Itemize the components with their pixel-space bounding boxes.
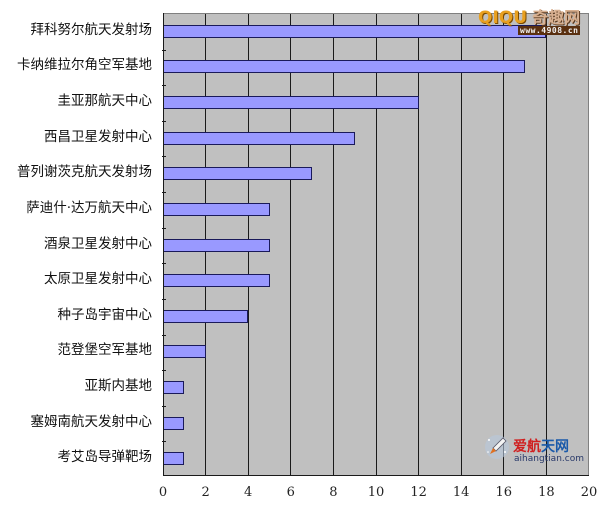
gridline-x-8 — [332, 14, 334, 476]
x-tick-label: 18 — [538, 485, 555, 500]
bar — [163, 274, 270, 288]
y-category-label: 种子岛宇宙中心 — [57, 306, 153, 323]
y-category-label: 拜科努尔航天发射场 — [30, 21, 153, 38]
x-tick-label: 0 — [158, 485, 168, 500]
gridline-x-10 — [375, 14, 377, 476]
x-tick-label: 6 — [286, 485, 295, 500]
gridline-x-12 — [418, 14, 420, 476]
x-tick-label: 8 — [329, 485, 338, 500]
y-tick-mark — [162, 298, 166, 300]
y-tick-mark — [162, 227, 166, 229]
bar — [163, 416, 185, 430]
bar — [163, 345, 206, 359]
gridline-x-6 — [290, 14, 292, 476]
y-tick-mark — [162, 405, 166, 407]
y-tick-mark — [162, 441, 166, 443]
bar — [163, 131, 355, 145]
y-tick-mark — [162, 192, 166, 194]
bar — [163, 60, 526, 74]
bar — [163, 452, 185, 466]
x-tick-label: 10 — [367, 485, 385, 500]
qiqu-logo-text: QIQU — [478, 8, 528, 28]
rocket-icon — [485, 435, 509, 459]
bar — [163, 96, 419, 110]
y-tick-mark — [162, 263, 166, 265]
y-category-label: 普列谢茨克航天发射场 — [17, 164, 152, 181]
y-tick-mark — [162, 85, 166, 87]
x-tick-label: 2 — [201, 485, 210, 500]
aihangtian-url: aihangtian.com — [514, 454, 584, 464]
qiqu-url: www.4908.cn — [518, 26, 581, 35]
y-tick-mark — [162, 370, 166, 372]
y-category-label: 考艾岛导弹靶场 — [57, 449, 153, 466]
y-category-label: 酒泉卫星发射中心 — [44, 235, 152, 252]
x-tick-label: 16 — [495, 485, 513, 500]
y-category-label: 圭亚那航天中心 — [57, 93, 153, 110]
aihangtian-watermark: 爱航天网 aihangtian.com — [480, 432, 590, 472]
qiqu-site-name: 奇趣网 — [532, 8, 581, 27]
gridline-x-16 — [503, 14, 505, 476]
x-axis-line — [163, 475, 589, 476]
plot-area — [162, 13, 589, 476]
bar — [163, 202, 270, 216]
gridline-x-18 — [545, 14, 547, 476]
bar — [163, 380, 185, 394]
y-tick-mark — [162, 334, 166, 336]
y-tick-mark — [162, 120, 166, 122]
bar — [163, 309, 249, 323]
bar — [163, 238, 270, 252]
x-tick-label: 4 — [244, 485, 253, 500]
y-category-label: 塞姆南航天发射中心 — [30, 413, 153, 430]
y-category-label: 萨迪什·达万航天中心 — [26, 199, 152, 216]
y-category-label: 范登堡空军基地 — [57, 342, 153, 359]
aihangtian-name: 爱航天网 — [513, 439, 569, 455]
y-tick-mark — [162, 49, 166, 51]
x-tick-label: 20 — [580, 485, 598, 500]
y-category-label: 西昌卫星发射中心 — [44, 128, 152, 145]
y-tick-mark — [162, 156, 166, 158]
y-category-label: 太原卫星发射中心 — [44, 271, 152, 288]
bar — [163, 167, 313, 181]
y-axis-line — [163, 13, 164, 476]
y-category-label: 亚斯内基地 — [84, 377, 153, 394]
x-tick-label: 14 — [452, 485, 470, 500]
y-category-label: 卡纳维拉尔角空军基地 — [17, 57, 152, 74]
gridline-x-14 — [460, 14, 462, 476]
qiqu-watermark: QIQU 奇趣网 www.4908.cn — [478, 4, 598, 36]
x-tick-label: 12 — [410, 485, 427, 500]
